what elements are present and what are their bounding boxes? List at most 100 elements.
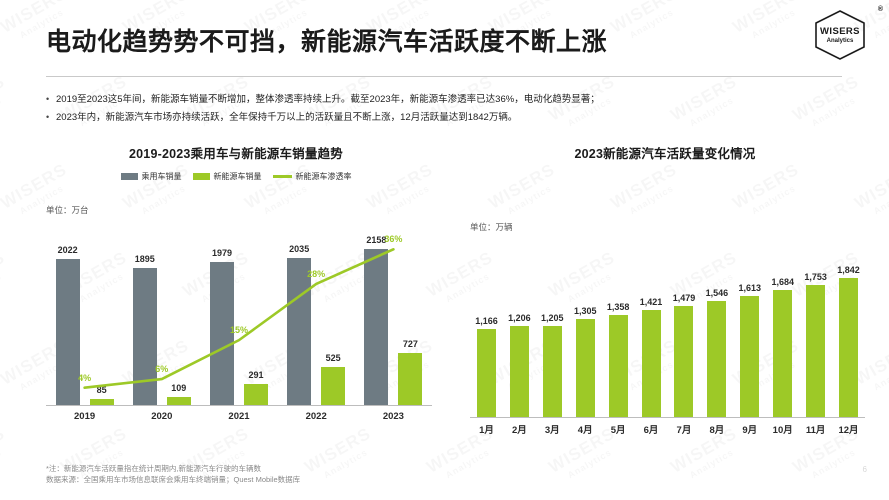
bar-nev-sales [166, 397, 191, 405]
bar-value-label: 1,684 [771, 277, 794, 288]
x-axis-label: 5月 [610, 425, 626, 436]
x-axis-label: 2022 [305, 411, 327, 422]
bar-monthly-active [608, 314, 628, 417]
bullet-item: • 2023年内，新能源汽车市场亦持续活跃，全年保持千万以上的活跃量且不断上涨，… [46, 111, 846, 125]
bar-value-label: 1,206 [508, 313, 531, 324]
x-axis-label: 2020 [151, 411, 173, 422]
bar-passenger-vehicle [364, 249, 389, 405]
bar-passenger-vehicle [132, 268, 157, 405]
legend-item-nev-penetration: 新能源车渗透率 [272, 171, 352, 182]
bar-passenger-vehicle [55, 259, 80, 405]
legend-swatch-icon [120, 173, 138, 180]
x-axis-label: 2019 [74, 411, 96, 422]
bar-value-label: 2022 [57, 245, 78, 256]
bar-value-label: 85 [96, 384, 107, 395]
page-number: 6 [862, 465, 867, 474]
bar-value-label: 2035 [289, 244, 310, 255]
left-chart-plot: 2022 85 2019 4% 1895 109 2020 6% 1979 291 2021 15% 2… [46, 222, 432, 427]
bar-value-label: 727 [402, 338, 418, 349]
bar-monthly-active [476, 329, 496, 417]
bar-monthly-active [509, 326, 529, 417]
x-axis-label: 2月 [511, 425, 527, 436]
penetration-rate-label: 28% [307, 268, 326, 279]
bar-value-label: 1,479 [672, 292, 696, 303]
left-chart-axis [46, 405, 432, 406]
bar-value-label: 1,546 [705, 287, 729, 298]
x-axis-label: 2023 [382, 411, 404, 422]
x-axis-label: 4月 [577, 425, 593, 436]
bar-value-label: 1,166 [475, 316, 498, 327]
bullet-text: 2023年内，新能源汽车市场亦持续活跃，全年保持千万以上的活跃量且不断上涨，12… [56, 112, 518, 124]
penetration-rate-label: 36% [384, 234, 403, 245]
legend-label: 乘用车销量 [141, 172, 182, 181]
page-title: 电动化趋势势不可挡，新能源汽车活跃度不断上涨 [46, 28, 608, 56]
bar-passenger-vehicle [287, 258, 312, 405]
bar-value-label: 1979 [211, 248, 233, 259]
x-axis-label: 11月 [805, 425, 826, 436]
bar-value-label: 109 [171, 383, 187, 394]
x-axis-label: 6月 [643, 425, 659, 436]
left-chart-unit: 单位：万台 [46, 205, 89, 215]
x-axis-label: 12月 [838, 425, 859, 436]
logo-subtitle: Analytics [826, 38, 854, 44]
bar-nev-sales [89, 398, 114, 405]
bullet-text: 2019至2023这5年间，新能源车销量不断增加，整体渗透率持续上升。截至202… [56, 94, 600, 105]
logo-wordmark: WISERS [820, 26, 860, 37]
bar-value-label: 1,421 [639, 297, 663, 308]
left-chart-panel: 2019-2023乘用车与新能源车销量趋势 乘用车销量 新能源车销量 新能源车渗… [26, 143, 446, 427]
bar-monthly-active [806, 285, 826, 417]
bar-monthly-active [542, 326, 562, 417]
legend-label: 新能源车销量 [213, 172, 262, 181]
bar-value-label: 1,842 [837, 265, 860, 276]
x-axis-label: 8月 [709, 425, 725, 436]
bar-value-label: 525 [325, 353, 341, 364]
right-chart-title: 2023新能源汽车活跃量变化情况 [574, 147, 756, 161]
x-axis-label: 1月 [479, 425, 494, 436]
bar-value-label: 1,613 [738, 282, 762, 293]
footnote-line-2: 数据来源：全国乘用车市场信息联席会乘用车终端销量；Quest Mobile数据库 [46, 475, 301, 485]
bar-nev-sales [398, 352, 423, 405]
title-divider [46, 76, 842, 77]
bar-value-label: 1,305 [573, 305, 597, 316]
penetration-rate-label: 15% [229, 325, 248, 336]
x-axis-label: 2021 [228, 411, 250, 422]
bar-monthly-active [575, 318, 595, 417]
x-axis-label: 3月 [544, 425, 560, 436]
x-axis-label: 10月 [772, 425, 793, 436]
bar-monthly-active [740, 295, 760, 417]
bar-monthly-active [707, 300, 727, 417]
legend-swatch-icon [192, 173, 210, 180]
bullet-list: • 2019至2023这5年间，新能源车销量不断增加，整体渗透率持续上升。截至2… [46, 93, 846, 130]
footnote-line-1: *注：新能源汽车活跃量指在统计周期内,新能源汽车行驶的车辆数 [46, 463, 262, 473]
hexagon-icon [815, 10, 865, 60]
bar-nev-sales [321, 367, 346, 405]
registered-mark: ® [877, 6, 883, 13]
right-chart-plot: 1,166 1月 1,206 2月 1,205 3月 1,305 4月 1,358 5月 1,421… [470, 241, 865, 437]
bar-value-label: 291 [248, 370, 264, 381]
bar-value-label: 1895 [134, 254, 155, 265]
legend-line-icon [272, 175, 292, 178]
bar-monthly-active [674, 305, 694, 417]
bar-monthly-active [773, 290, 793, 417]
right-chart-axis [470, 417, 865, 418]
bar-nev-sales [244, 384, 268, 405]
legend-item-nev-sales: 新能源车销量 [192, 171, 262, 182]
legend-item-passenger-vehicle: 乘用车销量 [120, 171, 182, 182]
x-axis-label: 9月 [742, 425, 758, 436]
bullet-item: • 2019至2023这5年间，新能源车销量不断增加，整体渗透率持续上升。截至2… [46, 93, 846, 107]
bullet-marker: • [46, 94, 50, 104]
bar-value-label: 2158 [366, 235, 387, 246]
bullet-marker: • [46, 112, 50, 123]
x-axis-label: 7月 [676, 425, 692, 436]
right-chart-unit: 单位：万辆 [470, 222, 513, 232]
footnote: *注：新能源汽车活跃量指在统计周期内,新能源汽车行驶的车辆数 数据来源：全国乘用… [46, 463, 300, 486]
penetration-rate-label: 6% [155, 364, 169, 375]
legend-label: 新能源车渗透率 [295, 172, 352, 181]
right-chart-panel: 2023新能源汽车活跃量变化情况 单位：万辆 1,166 1月 1,206 2月 1,2… [455, 143, 875, 437]
